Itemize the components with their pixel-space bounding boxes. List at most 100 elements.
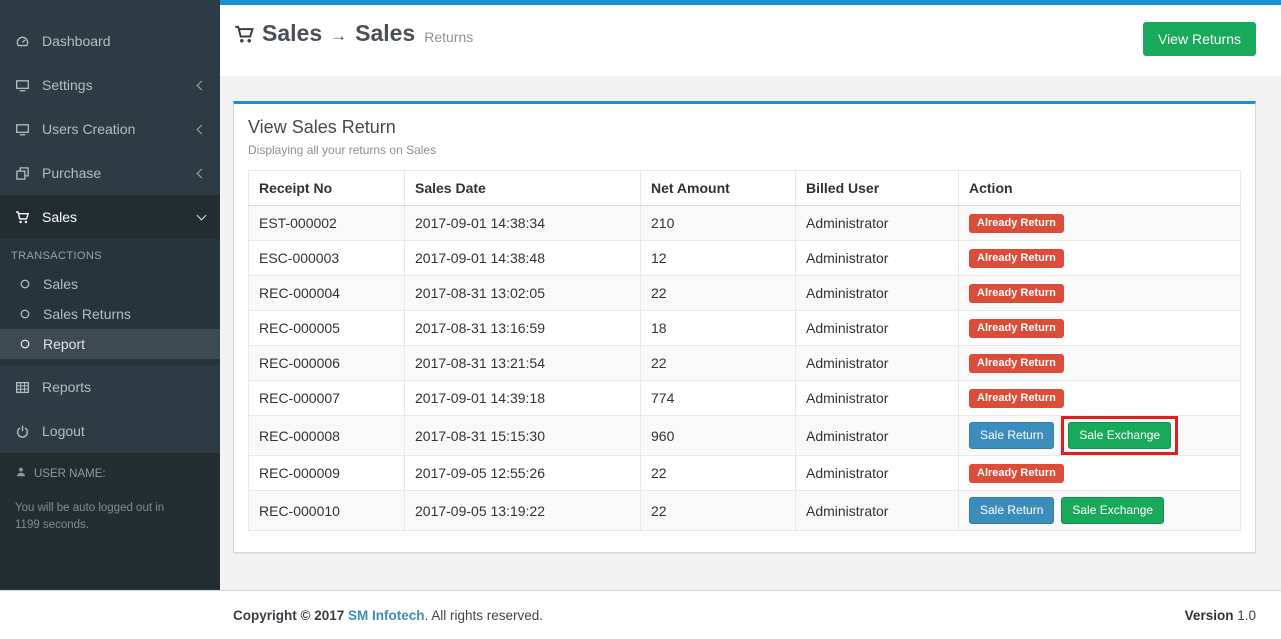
cell-receipt-no: REC-000007	[248, 380, 405, 416]
content-area: View Sales Return Displaying all your re…	[220, 76, 1281, 590]
cell-sales-date: 2017-08-31 13:16:59	[404, 310, 641, 346]
chevron-left-icon	[196, 168, 207, 178]
sidebar-item-dashboard[interactable]: Dashboard	[0, 19, 220, 63]
sale-exchange-button[interactable]: Sale Exchange	[1061, 497, 1165, 524]
sale-exchange-button[interactable]: Sale Exchange	[1068, 421, 1172, 449]
cell-receipt-no: REC-000010	[248, 490, 405, 531]
table-row: REC-000010 2017-09-05 13:19:22 22 Administr…	[248, 490, 1241, 531]
top-accent-bar	[220, 0, 1281, 5]
sidebar-item-label: Settings	[42, 77, 93, 93]
clone-icon	[15, 166, 32, 181]
user-icon	[15, 467, 27, 481]
cell-sales-date: 2017-08-31 13:21:54	[404, 345, 641, 381]
sidebar-item-sales[interactable]: Sales	[0, 195, 220, 239]
view-returns-button[interactable]: View Returns	[1142, 22, 1256, 56]
table-icon	[15, 380, 32, 395]
cell-billed-user: Administrator	[795, 345, 959, 381]
sidebar-item-purchase[interactable]: Purchase	[0, 151, 220, 195]
cell-action: Already Return	[958, 205, 1241, 241]
sidebar-bottom-menu: Reports Logout	[0, 365, 220, 453]
cell-billed-user: Administrator	[795, 205, 959, 241]
submenu-item-label: Report	[43, 336, 86, 352]
chevron-left-icon	[196, 80, 207, 90]
company-link[interactable]: SM Infotech	[347, 607, 425, 623]
sidebar-item-users-creation[interactable]: Users Creation	[0, 107, 220, 151]
card-title: View Sales Return	[248, 117, 396, 137]
table-row: REC-000008 2017-08-31 15:15:30 960 Administ…	[248, 415, 1241, 456]
cell-sales-date: 2017-09-05 13:19:22	[404, 490, 641, 531]
already-return-badge: Already Return	[969, 214, 1064, 233]
transactions-section-label: TRANSACTIONS	[11, 250, 102, 262]
chevron-left-icon	[196, 124, 207, 134]
sidebar-item-reports[interactable]: Reports	[0, 365, 220, 409]
cell-action: Sale Return Sale Exchange	[958, 415, 1241, 456]
cell-action: Already Return	[958, 380, 1241, 416]
cell-receipt-no: REC-000005	[248, 310, 405, 346]
column-header: Sales Date	[404, 170, 641, 206]
user-panel: USER NAME: You will be auto logged out i…	[0, 453, 220, 589]
sales-return-card: View Sales Return Displaying all your re…	[233, 101, 1256, 553]
sale-return-button[interactable]: Sale Return	[969, 497, 1055, 524]
cell-net-amount: 22	[640, 490, 796, 531]
breadcrumb-sales-2: Sales	[355, 20, 416, 46]
cell-billed-user: Administrator	[795, 415, 959, 456]
cell-billed-user: Administrator	[795, 275, 959, 311]
cart-icon	[234, 24, 255, 45]
cell-receipt-no: EST-000002	[248, 205, 405, 241]
cell-action: Already Return	[958, 240, 1241, 276]
cell-action: Already Return	[958, 345, 1241, 381]
cell-net-amount: 22	[640, 455, 796, 491]
highlight-box: Sale Exchange	[1061, 415, 1179, 455]
circle-o-icon	[19, 308, 34, 320]
submenu-item-sales-returns[interactable]: Sales Returns	[0, 299, 220, 329]
already-return-badge: Already Return	[969, 249, 1064, 268]
cell-net-amount: 12	[640, 240, 796, 276]
sales-returns-table: Receipt No Sales Date Net Amount Billed Use…	[248, 170, 1241, 531]
table-row: REC-000009 2017-09-05 12:55:26 22 Administr…	[248, 455, 1241, 491]
cell-net-amount: 18	[640, 310, 796, 346]
footer: Copyright © 2017 SM Infotech. All rights…	[0, 590, 1281, 639]
sales-submenu: TRANSACTIONS Sales Sales Returns Report	[0, 239, 220, 365]
sidebar-item-label: Purchase	[42, 165, 102, 181]
cell-billed-user: Administrator	[795, 490, 959, 531]
circle-o-icon	[19, 338, 34, 350]
power-icon	[15, 424, 32, 439]
desktop-icon	[15, 122, 32, 137]
copyright-text: Copyright © 2017 SM Infotech. All rights…	[233, 607, 544, 623]
cell-net-amount: 22	[640, 345, 796, 381]
already-return-badge: Already Return	[969, 284, 1064, 303]
already-return-badge: Already Return	[969, 464, 1064, 483]
table-row: REC-000007 2017-09-01 14:39:18 774 Administ…	[248, 380, 1241, 416]
already-return-badge: Already Return	[969, 389, 1064, 408]
cell-billed-user: Administrator	[795, 240, 959, 276]
sidebar-item-settings[interactable]: Settings	[0, 63, 220, 107]
sidebar-item-label: Reports	[42, 379, 92, 395]
cell-net-amount: 774	[640, 380, 796, 416]
already-return-badge: Already Return	[969, 319, 1064, 338]
cell-receipt-no: REC-000006	[248, 345, 405, 381]
cell-net-amount: 960	[640, 415, 796, 456]
cell-sales-date: 2017-08-31 13:02:05	[404, 275, 641, 311]
cell-receipt-no: REC-000004	[248, 275, 405, 311]
table-row: REC-000004 2017-08-31 13:02:05 22 Administr…	[248, 275, 1241, 311]
cell-sales-date: 2017-09-01 14:38:34	[404, 205, 641, 241]
table-header-row: Receipt No Sales Date Net Amount Billed Use…	[248, 170, 1241, 206]
breadcrumb-sales[interactable]: Sales	[262, 20, 323, 46]
version-text: Version 1.0	[1184, 607, 1256, 623]
submenu-item-report[interactable]: Report	[0, 329, 220, 359]
chevron-down-icon	[196, 210, 207, 221]
sidebar: Dashboard Settings Users Creation Purchase S…	[0, 0, 220, 590]
sidebar-item-logout[interactable]: Logout	[0, 409, 220, 453]
cell-action: Already Return	[958, 275, 1241, 311]
sale-return-button[interactable]: Sale Return	[969, 422, 1055, 449]
submenu-item-sales[interactable]: Sales	[0, 269, 220, 299]
card-subtitle: Displaying all your returns on Sales	[248, 143, 437, 157]
cell-net-amount: 210	[640, 205, 796, 241]
table-row: REC-000006 2017-08-31 13:21:54 22 Administr…	[248, 345, 1241, 381]
submenu-item-label: Sales Returns	[43, 306, 131, 322]
user-name-label: USER NAME:	[34, 467, 106, 480]
submenu-item-label: Sales	[43, 276, 79, 292]
sidebar-item-label: Sales	[42, 209, 78, 225]
desktop-icon	[15, 78, 32, 93]
